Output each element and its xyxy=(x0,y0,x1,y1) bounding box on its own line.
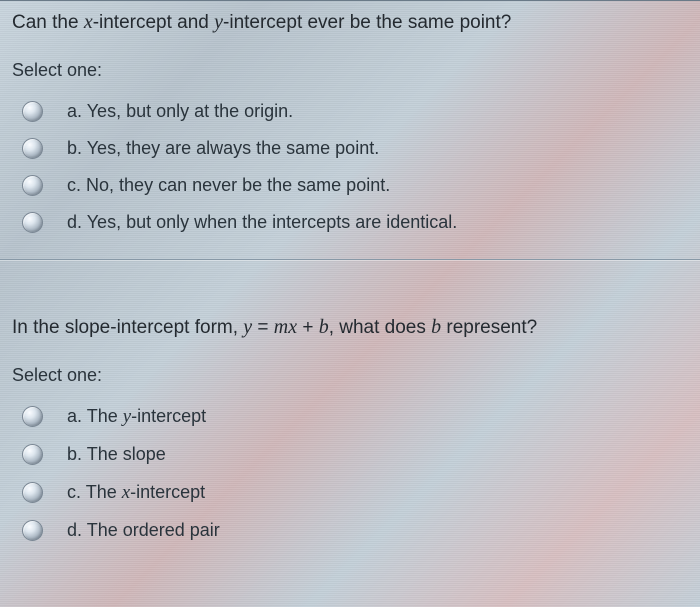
radio-icon[interactable] xyxy=(22,482,43,503)
option-letter: c. xyxy=(67,175,81,195)
radio-icon[interactable] xyxy=(22,138,43,159)
q2-text-post2: represent? xyxy=(441,317,537,338)
q1-text-mid1: -intercept and xyxy=(93,12,214,33)
q2-eq: = xyxy=(252,317,274,338)
option-letter: b. xyxy=(67,138,82,158)
q1-var-x: x xyxy=(84,11,93,33)
option-text: Yes, they are always the same point. xyxy=(87,138,380,158)
option-letter: c. xyxy=(67,482,81,502)
option-label: a. The y-intercept xyxy=(67,406,206,428)
q2-var-x: x xyxy=(288,316,297,338)
question-gap xyxy=(0,260,700,306)
q2-text-pre: In the slope-intercept form, xyxy=(12,317,243,338)
q1-var-y: y xyxy=(214,11,223,33)
q1-option-c[interactable]: c. No, they can never be the same point. xyxy=(22,167,700,204)
option-text-pre: The xyxy=(87,406,123,426)
q1-option-b[interactable]: b. Yes, they are always the same point. xyxy=(22,130,700,167)
option-label: b. Yes, they are always the same point. xyxy=(67,138,379,159)
q2-var-b: b xyxy=(319,316,329,338)
q1-text-pre: Can the xyxy=(12,12,84,33)
question-2-text: In the slope-intercept form, y = mx + b,… xyxy=(12,314,688,341)
q1-text-mid2: -intercept ever be the same point? xyxy=(223,12,511,33)
radio-icon[interactable] xyxy=(22,175,43,196)
q1-prompt: Select one: xyxy=(12,60,700,81)
option-label: c. No, they can never be the same point. xyxy=(67,175,390,196)
quiz-page: Can the x-intercept and y-intercept ever… xyxy=(0,0,700,607)
option-letter: b. xyxy=(67,444,82,464)
radio-icon[interactable] xyxy=(22,101,43,122)
option-text-pre: The slope xyxy=(87,444,166,464)
question-2: In the slope-intercept form, y = mx + b,… xyxy=(0,306,700,347)
q2-option-d[interactable]: d. The ordered pair xyxy=(22,512,700,550)
radio-icon[interactable] xyxy=(22,212,43,233)
option-var: y xyxy=(123,406,131,427)
q2-var-y: y xyxy=(243,316,252,338)
option-letter: d. xyxy=(67,212,82,232)
radio-icon[interactable] xyxy=(22,520,43,541)
option-text-pre: The ordered pair xyxy=(87,520,220,540)
option-label: a. Yes, but only at the origin. xyxy=(67,101,293,122)
option-text-pre: The xyxy=(86,482,122,502)
q2-options: a. The y-intercept b. The slope c. The x… xyxy=(22,398,700,562)
option-label: b. The slope xyxy=(67,444,166,466)
option-text: Yes, but only when the intercepts are id… xyxy=(87,212,458,232)
option-letter: a. xyxy=(67,101,82,121)
radio-icon[interactable] xyxy=(22,444,43,465)
q1-option-d[interactable]: d. Yes, but only when the intercepts are… xyxy=(22,204,700,241)
option-label: c. The x-intercept xyxy=(67,482,205,504)
option-label: d. The ordered pair xyxy=(67,520,220,542)
option-label: d. Yes, but only when the intercepts are… xyxy=(67,212,457,233)
q2-text-post1: , what does xyxy=(329,317,431,338)
q2-var-b2: b xyxy=(431,316,441,338)
bottom-pad xyxy=(0,562,700,572)
q1-options: a. Yes, but only at the origin. b. Yes, … xyxy=(22,93,700,253)
radio-icon[interactable] xyxy=(22,406,43,427)
q2-option-b[interactable]: b. The slope xyxy=(22,436,700,474)
q2-option-a[interactable]: a. The y-intercept xyxy=(22,398,700,436)
option-text-post: -intercept xyxy=(131,406,206,426)
option-text: Yes, but only at the origin. xyxy=(87,101,293,121)
question-1-text: Can the x-intercept and y-intercept ever… xyxy=(12,9,688,36)
q2-prompt: Select one: xyxy=(12,365,700,386)
option-text: No, they can never be the same point. xyxy=(86,175,390,195)
option-letter: d. xyxy=(67,520,82,540)
question-1: Can the x-intercept and y-intercept ever… xyxy=(0,1,700,42)
option-letter: a. xyxy=(67,406,82,426)
q2-var-m: m xyxy=(274,316,288,338)
option-var: x xyxy=(122,482,130,503)
q2-option-c[interactable]: c. The x-intercept xyxy=(22,474,700,512)
q2-plus: + xyxy=(297,317,319,338)
q1-option-a[interactable]: a. Yes, but only at the origin. xyxy=(22,93,700,130)
option-text-post: -intercept xyxy=(130,482,205,502)
